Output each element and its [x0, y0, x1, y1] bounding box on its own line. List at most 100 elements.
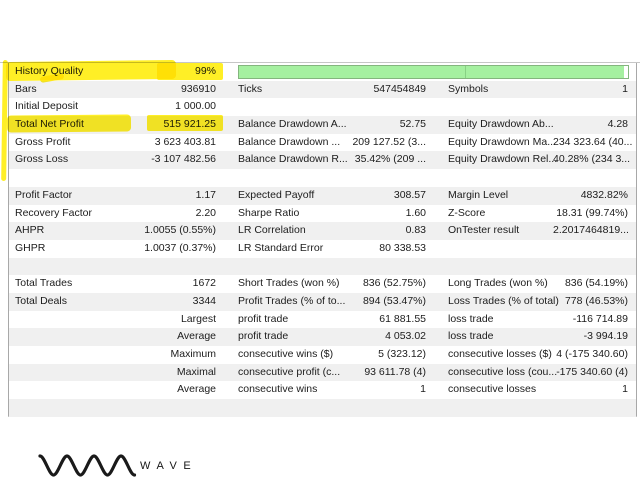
stat-value: 1.60 — [405, 206, 426, 219]
stat-label — [9, 328, 141, 346]
stat-value: 1.17 — [195, 188, 216, 201]
stat-label: consecutive losses ($) — [448, 348, 552, 360]
stat-label: consecutive losses — [448, 383, 537, 396]
stat-value — [346, 258, 426, 276]
stat-value: 234 323.64 (40... — [553, 135, 633, 148]
stat-value: Maximal — [176, 365, 216, 378]
table-row[interactable]: Average profit trade 4 053.02 loss trade -3 … — [9, 328, 636, 346]
stat-value: 93 611.78 (4) — [364, 365, 426, 378]
stat-value: Largest — [180, 312, 216, 325]
stat-value: 80 338.53 — [379, 241, 426, 254]
stat-value: 1 — [622, 82, 628, 95]
table-row[interactable]: GHPR 1.0037 (0.37%) LR Standard Error 80 33… — [9, 239, 636, 258]
stat-value — [141, 399, 216, 417]
stat-value: 836 (54.19%) — [564, 277, 628, 290]
stat-label: loss trade — [448, 330, 494, 343]
stat-value: 2.2017464819... — [553, 224, 629, 237]
stat-value: 4.28 — [607, 118, 628, 131]
stat-label — [448, 98, 553, 116]
stat-value — [141, 258, 216, 276]
stat-value: 547454849 — [373, 82, 426, 95]
table-row[interactable]: Largest profit trade 61 881.55 loss trade -1… — [9, 310, 636, 329]
stat-value: Average — [177, 383, 216, 396]
stat-label — [238, 399, 346, 417]
stat-label: Margin Level — [448, 188, 509, 201]
table-row[interactable]: History Quality 99% — [9, 63, 636, 81]
stat-label: LR Correlation — [238, 224, 306, 237]
stat-value: 3344 — [192, 294, 216, 307]
stat-label: GHPR — [15, 241, 46, 254]
stat-label: profit trade — [238, 330, 289, 343]
stat-label — [238, 258, 346, 276]
stat-value — [553, 98, 628, 116]
stat-value: Average — [177, 330, 216, 343]
stat-value: 515 921.25 — [163, 118, 216, 131]
table-row[interactable]: Profit Factor 1.17 Expected Payoff 308.57 Ma… — [9, 186, 636, 205]
table-row-spacer[interactable] — [9, 257, 636, 276]
stat-label: Z-Score — [448, 206, 486, 219]
stat-label: Profit Factor — [15, 188, 73, 201]
stat-value: 209 127.52 (3... — [352, 135, 426, 148]
wave-squiggle-icon — [38, 454, 137, 477]
stat-label: Expected Payoff — [238, 188, 315, 201]
table-row[interactable]: Gross Profit 3 623 403.81 Balance Drawdown… — [9, 133, 636, 152]
history-quality-bar-fill — [239, 66, 625, 78]
stat-value: Maximum — [170, 348, 216, 360]
stat-label: loss trade — [448, 312, 494, 325]
table-row[interactable]: Gross Loss -3 107 482.56 Balance Drawdown … — [9, 151, 636, 170]
stat-value: 778 (46.53%) — [564, 294, 628, 307]
backtest-report-table: History Quality 99% Bars 936910 Ticks 5474548… — [8, 63, 637, 417]
stat-label: Ticks — [238, 82, 263, 95]
table-row[interactable]: Average consecutive wins 1 consecutive loss… — [9, 381, 636, 400]
stat-label: Equity Drawdown Ma... — [448, 135, 556, 148]
table-row[interactable]: Recovery Factor 2.20 Sharpe Ratio 1.60 Z-Sco… — [9, 204, 636, 223]
stat-value: 1672 — [192, 277, 216, 290]
stat-value: 35.42% (209 ... — [354, 153, 426, 166]
stat-label: consecutive profit (c... — [238, 365, 341, 378]
stat-value: 40.28% (234 3... — [553, 153, 631, 166]
stat-label: Balance Drawdown R... — [238, 153, 348, 166]
stat-value — [553, 258, 628, 276]
stat-value: 1.0055 (0.55%) — [144, 224, 216, 237]
stat-label: consecutive wins — [238, 383, 318, 396]
stat-value: -3 107 482.56 — [151, 153, 216, 166]
stat-label: Loss Trades (% of total) — [448, 294, 559, 307]
highlight-left-margin-stroke — [1, 59, 8, 182]
table-row-spacer[interactable] — [9, 169, 636, 187]
stat-value: 4832.82% — [580, 188, 628, 201]
stat-value — [346, 399, 426, 417]
stat-label — [9, 364, 141, 382]
table-row[interactable]: Total Deals 3344 Profit Trades (% of to...… — [9, 292, 636, 311]
stat-label: Total Net Profit — [15, 118, 84, 131]
stat-value: 0.83 — [405, 224, 426, 237]
stat-label: Equity Drawdown Rel... — [448, 153, 558, 166]
table-top-border — [0, 62, 640, 63]
stat-label: Long Trades (won %) — [448, 277, 548, 290]
stat-value: 894 (53.47%) — [362, 294, 426, 307]
stat-label — [448, 258, 553, 276]
stat-value: -116 714.89 — [572, 312, 628, 325]
table-row[interactable]: Bars 936910 Ticks 547454849 Symbols 1 — [9, 80, 636, 99]
table-row[interactable]: Maximum consecutive wins ($) 5 (323.12) con… — [9, 346, 636, 364]
stat-label: Short Trades (won %) — [238, 277, 340, 290]
stat-value — [553, 240, 628, 258]
stat-value: 4 053.02 — [385, 330, 426, 343]
stat-label: Total Deals — [15, 294, 67, 307]
table-row[interactable]: Total Trades 1672 Short Trades (won %) 836 … — [9, 275, 636, 293]
stat-label: Bars — [15, 82, 37, 95]
stat-label: Total Trades — [15, 277, 73, 290]
stat-label — [9, 381, 141, 399]
stat-value — [346, 98, 426, 116]
table-row[interactable]: AHPR 1.0055 (0.55%) LR Correlation 0.83 OnTe… — [9, 222, 636, 240]
table-row-spacer[interactable] — [9, 399, 636, 417]
stat-label: Balance Drawdown A... — [238, 118, 347, 131]
stat-value: 1.0037 (0.37%) — [144, 241, 216, 254]
table-row[interactable]: Initial Deposit 1 000.00 — [9, 98, 636, 117]
table-row[interactable]: Total Net Profit 515 921.25 Balance Drawdo… — [9, 116, 636, 134]
stat-label — [9, 346, 141, 364]
stat-value: 99% — [194, 65, 216, 77]
table-row[interactable]: Maximal consecutive profit (c... 93 611.78… — [9, 363, 636, 382]
stat-label: Sharpe Ratio — [238, 206, 300, 219]
stat-label: Gross Loss — [15, 153, 69, 166]
stat-label: Profit Trades (% of to... — [238, 294, 346, 307]
